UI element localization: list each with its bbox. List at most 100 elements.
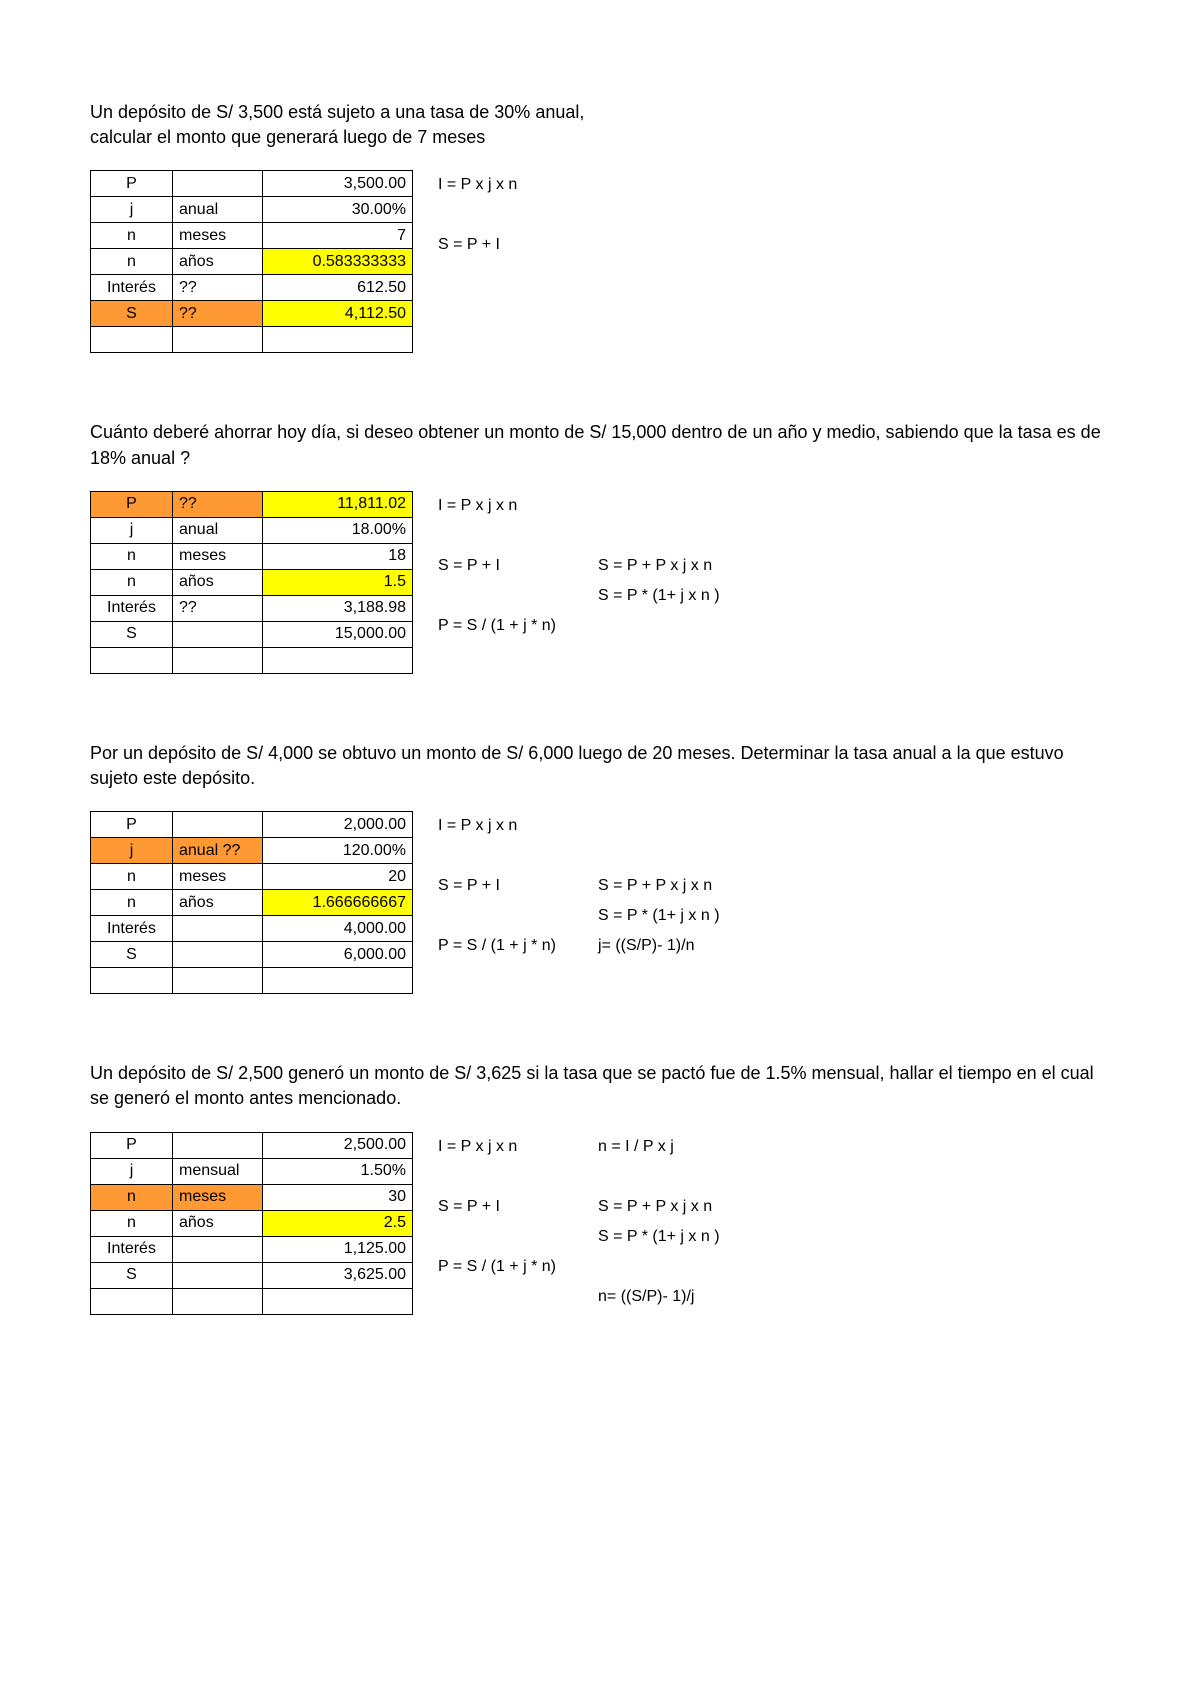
formula-text [598, 350, 608, 380]
cell-value: 1.666666667 [263, 890, 413, 916]
cell-value: 612.50 [263, 275, 413, 301]
formula-text [598, 260, 608, 290]
table-row [91, 327, 413, 353]
formula-text [598, 671, 730, 701]
formula-text [598, 200, 608, 230]
cell-unit: años [173, 1210, 263, 1236]
cell-unit [173, 916, 263, 942]
table-row: S3,625.00 [91, 1262, 413, 1288]
formula-text: S = P + P x j x n [598, 551, 730, 581]
cell-value: 30 [263, 1184, 413, 1210]
formula-text [438, 320, 598, 350]
table-row [91, 968, 413, 994]
table-row: Interés4,000.00 [91, 916, 413, 942]
formula-text [598, 811, 730, 841]
cell-variable: Interés [91, 1236, 173, 1262]
table-row: naños1.666666667 [91, 890, 413, 916]
problem-2-formulas: I = P x j x nS = P + IS = P + P x j x n … [438, 491, 730, 701]
formula-text [438, 350, 598, 380]
cell-value: 4,112.50 [263, 301, 413, 327]
cell-variable: S [91, 942, 173, 968]
formula-text [438, 991, 598, 1021]
formula-text [598, 1252, 730, 1282]
cell-variable: n [91, 249, 173, 275]
formula-text [598, 320, 608, 350]
formula-text [438, 581, 598, 611]
formula-text [598, 991, 730, 1021]
table-row: janual ??120.00% [91, 838, 413, 864]
table-row: janual18.00% [91, 517, 413, 543]
cell-value: 7 [263, 223, 413, 249]
table-row: jmensual1.50% [91, 1158, 413, 1184]
cell-value [263, 968, 413, 994]
cell-variable: Interés [91, 275, 173, 301]
cell-variable: j [91, 197, 173, 223]
cell-unit [173, 942, 263, 968]
cell-variable: S [91, 301, 173, 327]
table-row: naños2.5 [91, 1210, 413, 1236]
cell-unit: meses [173, 864, 263, 890]
table-row: P3,500.00 [91, 171, 413, 197]
formula-text: P = S / (1 + j * n) [438, 611, 598, 641]
cell-variable [91, 647, 173, 673]
formula-text [598, 521, 730, 551]
cell-value: 30.00% [263, 197, 413, 223]
cell-value: 15,000.00 [263, 621, 413, 647]
cell-value: 2,500.00 [263, 1132, 413, 1158]
formula-text [598, 1312, 730, 1342]
formula-text [438, 641, 598, 671]
cell-value: 3,500.00 [263, 171, 413, 197]
cell-variable [91, 1288, 173, 1314]
formula-text: P = S / (1 + j * n) [438, 931, 598, 961]
problem-4-text: Un depósito de S/ 2,500 generó un monto … [90, 1061, 1110, 1111]
cell-unit: años [173, 569, 263, 595]
cell-unit [173, 1236, 263, 1262]
formula-text [598, 961, 730, 991]
table-row: Interés??3,188.98 [91, 595, 413, 621]
cell-value: 120.00% [263, 838, 413, 864]
formula-text [438, 1222, 598, 1252]
formula-text: P = S / (1 + j * n) [438, 1252, 598, 1282]
formula-text [438, 1282, 598, 1312]
table-row: naños1.5 [91, 569, 413, 595]
cell-unit: mensual [173, 1158, 263, 1184]
cell-value: 18.00% [263, 517, 413, 543]
formula-text [598, 841, 730, 871]
table-row: S??4,112.50 [91, 301, 413, 327]
cell-unit [173, 1132, 263, 1158]
cell-value: 1.50% [263, 1158, 413, 1184]
table-row: nmeses30 [91, 1184, 413, 1210]
formula-text: S = P * (1+ j x n ) [598, 1222, 730, 1252]
problem-3-formulas: I = P x j x nS = P + IS = P + P x j x n … [438, 811, 730, 1021]
formula-text [598, 491, 730, 521]
table-row: nmeses20 [91, 864, 413, 890]
cell-variable: n [91, 890, 173, 916]
cell-value: 1.5 [263, 569, 413, 595]
formula-text: n= ((S/P)- 1)/j [598, 1282, 730, 1312]
cell-value [263, 1288, 413, 1314]
cell-unit [173, 171, 263, 197]
formula-text [438, 290, 598, 320]
table-row: Interés1,125.00 [91, 1236, 413, 1262]
cell-variable: n [91, 569, 173, 595]
formula-text: n = I / P x j [598, 1132, 730, 1162]
problem-1-table: P3,500.00janual30.00%nmeses7naños0.58333… [90, 170, 413, 353]
formula-text [438, 1162, 598, 1192]
cell-variable: n [91, 543, 173, 569]
formula-text [598, 611, 730, 641]
cell-value: 2,000.00 [263, 812, 413, 838]
formula-text: S = P * (1+ j x n ) [598, 581, 730, 611]
cell-variable: P [91, 1132, 173, 1158]
formula-text [438, 200, 598, 230]
cell-value: 2.5 [263, 1210, 413, 1236]
formula-text [598, 290, 608, 320]
cell-unit: meses [173, 543, 263, 569]
cell-variable: j [91, 517, 173, 543]
table-row: nmeses7 [91, 223, 413, 249]
cell-variable: S [91, 621, 173, 647]
formula-text: S = P + I [438, 230, 598, 260]
cell-value: 6,000.00 [263, 942, 413, 968]
formula-text: I = P x j x n [438, 811, 598, 841]
cell-unit: años [173, 249, 263, 275]
formula-text [598, 170, 608, 200]
